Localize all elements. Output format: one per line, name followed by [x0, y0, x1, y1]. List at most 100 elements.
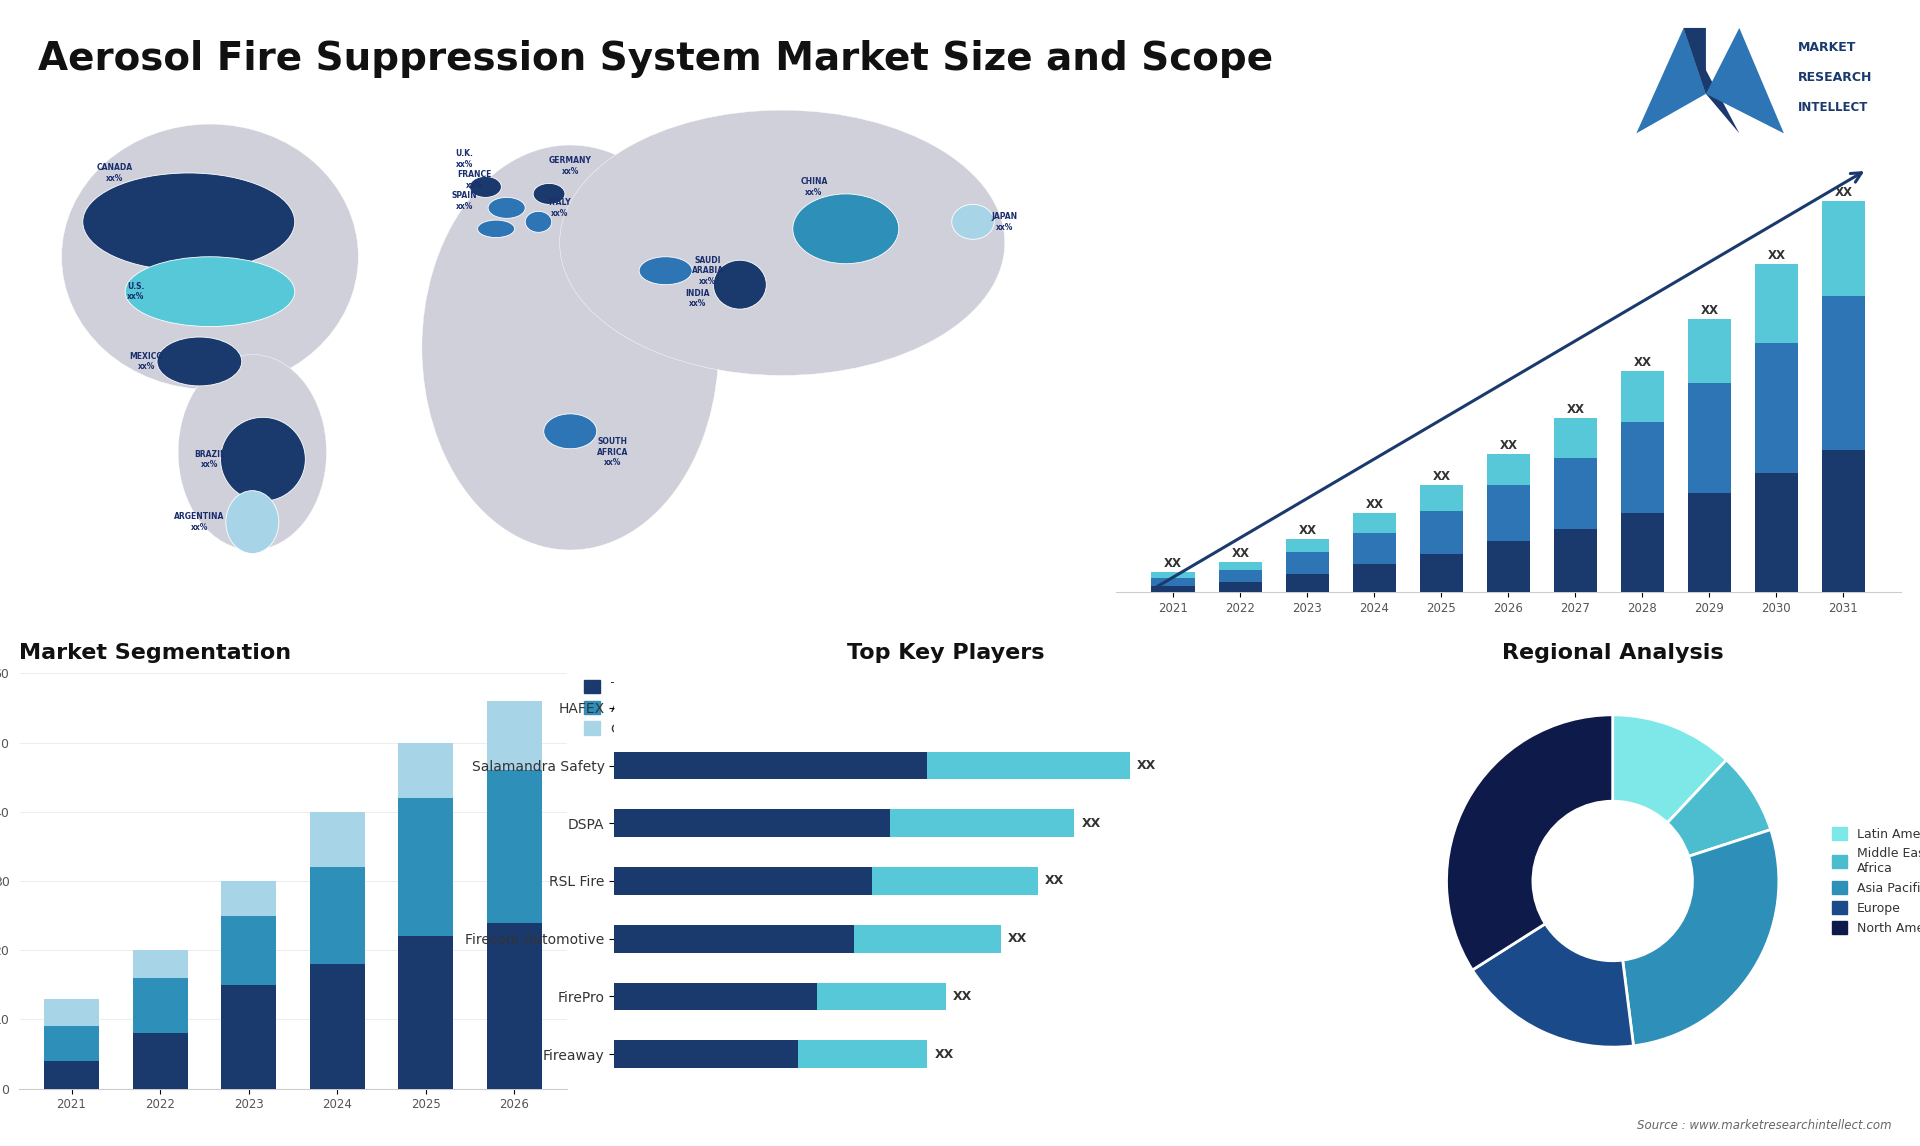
Bar: [1219, 563, 1261, 571]
Bar: [1486, 541, 1530, 591]
Text: U.K.
xx%: U.K. xx%: [455, 149, 472, 168]
Ellipse shape: [526, 211, 551, 233]
Ellipse shape: [559, 110, 1004, 376]
Bar: [1219, 571, 1261, 582]
Bar: [309, 964, 365, 1089]
Bar: [221, 916, 276, 984]
Text: XX: XX: [1432, 470, 1450, 484]
Ellipse shape: [952, 204, 995, 240]
Text: Market Segmentation: Market Segmentation: [19, 643, 292, 664]
Ellipse shape: [227, 490, 278, 554]
Bar: [488, 701, 541, 770]
Text: XX: XX: [1231, 548, 1250, 560]
Bar: [1419, 511, 1463, 555]
Bar: [44, 1061, 100, 1089]
Bar: [1286, 552, 1329, 574]
Text: XX: XX: [1834, 186, 1853, 199]
Text: XX: XX: [935, 1047, 954, 1060]
Bar: [221, 984, 276, 1089]
Bar: [891, 809, 1075, 837]
Text: INTELLECT: INTELLECT: [1797, 101, 1868, 113]
Legend: Latin America, Middle East &
Africa, Asia Pacific, Europe, North America: Latin America, Middle East & Africa, Asi…: [1826, 822, 1920, 940]
Bar: [1688, 320, 1732, 383]
Ellipse shape: [179, 354, 326, 550]
Bar: [1553, 528, 1597, 591]
Bar: [221, 881, 276, 916]
Ellipse shape: [83, 173, 296, 270]
Ellipse shape: [478, 220, 515, 237]
Bar: [309, 868, 365, 964]
Bar: [816, 982, 945, 1011]
Bar: [1620, 370, 1665, 422]
Polygon shape: [1684, 28, 1705, 94]
Bar: [872, 868, 1037, 895]
Legend: Type, Application, Geography: Type, Application, Geography: [578, 673, 691, 743]
Text: SOUTH
AFRICA
xx%: SOUTH AFRICA xx%: [597, 438, 628, 468]
Bar: [1755, 264, 1799, 343]
Text: XX: XX: [1044, 874, 1064, 887]
Bar: [1553, 418, 1597, 457]
Text: XX: XX: [1365, 497, 1382, 511]
Title: Top Key Players: Top Key Players: [847, 643, 1044, 664]
Text: CANADA
xx%: CANADA xx%: [96, 163, 132, 182]
Bar: [1152, 586, 1194, 591]
Polygon shape: [1636, 28, 1705, 133]
Bar: [1620, 513, 1665, 591]
Text: Aerosol Fire Suppression System Market Size and Scope: Aerosol Fire Suppression System Market S…: [38, 40, 1273, 78]
Bar: [1486, 454, 1530, 485]
Bar: [614, 925, 854, 952]
Bar: [1755, 473, 1799, 591]
Wedge shape: [1473, 924, 1634, 1047]
Text: XX: XX: [1634, 355, 1651, 369]
Text: XX: XX: [1008, 932, 1027, 945]
Ellipse shape: [422, 146, 718, 550]
Ellipse shape: [639, 257, 691, 284]
Text: INDIA
xx%: INDIA xx%: [685, 289, 710, 308]
Bar: [1755, 343, 1799, 473]
Bar: [1419, 555, 1463, 591]
Bar: [614, 868, 872, 895]
Bar: [927, 752, 1129, 779]
Ellipse shape: [470, 176, 501, 197]
Bar: [397, 936, 453, 1089]
Bar: [488, 923, 541, 1089]
Bar: [397, 798, 453, 936]
Ellipse shape: [61, 124, 359, 390]
Bar: [614, 982, 816, 1011]
Bar: [854, 925, 1000, 952]
Bar: [1352, 564, 1396, 591]
Bar: [1419, 485, 1463, 511]
Ellipse shape: [793, 194, 899, 264]
Wedge shape: [1667, 760, 1770, 856]
Bar: [1620, 422, 1665, 513]
Text: XX: XX: [1298, 524, 1317, 536]
Bar: [1286, 539, 1329, 552]
Text: SPAIN
xx%: SPAIN xx%: [451, 191, 476, 211]
Bar: [1688, 493, 1732, 591]
Bar: [1486, 485, 1530, 541]
Text: XX: XX: [1567, 403, 1584, 416]
Polygon shape: [1705, 28, 1784, 133]
Wedge shape: [1446, 715, 1613, 970]
Ellipse shape: [488, 197, 526, 219]
Wedge shape: [1613, 715, 1726, 823]
Ellipse shape: [157, 337, 242, 386]
Text: RESEARCH: RESEARCH: [1797, 71, 1872, 84]
Bar: [1822, 296, 1864, 449]
Text: ITALY
xx%: ITALY xx%: [549, 198, 570, 218]
Ellipse shape: [534, 183, 564, 204]
Bar: [1286, 574, 1329, 591]
Bar: [1352, 533, 1396, 564]
Bar: [488, 770, 541, 923]
Text: MARKET: MARKET: [1797, 41, 1857, 54]
Bar: [1822, 449, 1864, 591]
Text: XX: XX: [952, 990, 972, 1003]
Text: XX: XX: [1701, 305, 1718, 317]
Bar: [132, 978, 188, 1034]
Text: JAPAN
xx%: JAPAN xx%: [993, 212, 1018, 231]
Title: Regional Analysis: Regional Analysis: [1501, 643, 1724, 664]
Text: CHINA
xx%: CHINA xx%: [801, 178, 828, 197]
Text: XX: XX: [1081, 817, 1100, 830]
Wedge shape: [1622, 830, 1778, 1046]
Bar: [799, 1041, 927, 1068]
